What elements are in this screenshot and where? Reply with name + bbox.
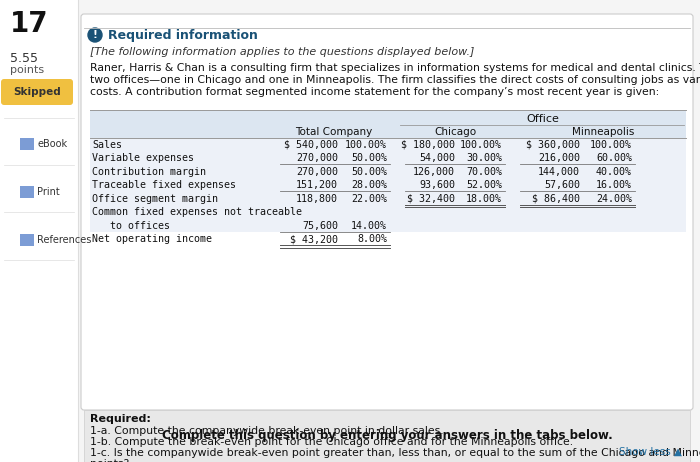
Text: costs. A contribution format segmented income statement for the company’s most r: costs. A contribution format segmented i…: [90, 87, 659, 97]
Text: 144,000: 144,000: [538, 167, 580, 177]
Text: 216,000: 216,000: [538, 153, 580, 163]
Text: $ 43,200: $ 43,200: [290, 234, 338, 244]
Text: Sales: Sales: [92, 140, 122, 150]
Text: $ 360,000: $ 360,000: [526, 140, 580, 150]
Text: 17: 17: [10, 10, 48, 38]
Text: Office segment margin: Office segment margin: [92, 194, 218, 204]
Bar: [0, 0, 78, 462]
Text: Raner, Harris & Chan is a consulting firm that specializes in information system: Raner, Harris & Chan is a consulting fir…: [90, 63, 700, 73]
Bar: [20, 138, 34, 150]
Text: 151,200: 151,200: [296, 180, 338, 190]
FancyBboxPatch shape: [1, 79, 73, 105]
Text: points?: points?: [90, 459, 130, 462]
Text: Required information: Required information: [108, 29, 258, 42]
Text: 5.55: 5.55: [10, 52, 38, 65]
Text: eBook: eBook: [37, 139, 67, 149]
Text: Complete this question by entering your answers in the tabs below.: Complete this question by entering your …: [162, 430, 612, 443]
Bar: [90, 110, 686, 138]
Text: !: !: [92, 30, 97, 40]
Text: Total Company: Total Company: [295, 127, 372, 137]
Text: $ 86,400: $ 86,400: [532, 194, 580, 204]
Text: 57,600: 57,600: [544, 180, 580, 190]
Text: [The following information applies to the questions displayed below.]: [The following information applies to th…: [90, 47, 475, 57]
Text: Contribution margin: Contribution margin: [92, 167, 206, 177]
Text: 28.00%: 28.00%: [351, 180, 387, 190]
Text: 40.00%: 40.00%: [596, 167, 632, 177]
Text: Common fixed expenses not traceable: Common fixed expenses not traceable: [92, 207, 302, 217]
Text: References: References: [37, 235, 92, 245]
Text: Show less ▲: Show less ▲: [619, 447, 682, 457]
Text: Print: Print: [37, 187, 60, 197]
Text: $ 180,000: $ 180,000: [401, 140, 455, 150]
Text: 270,000: 270,000: [296, 167, 338, 177]
Text: Minneapolis: Minneapolis: [572, 127, 634, 137]
Text: 18.00%: 18.00%: [466, 194, 502, 204]
Text: 100.00%: 100.00%: [590, 140, 632, 150]
Text: 50.00%: 50.00%: [351, 153, 387, 163]
Text: Chicago: Chicago: [434, 127, 476, 137]
Text: 14.00%: 14.00%: [351, 221, 387, 231]
Bar: [90, 110, 686, 232]
Text: points: points: [10, 65, 44, 75]
Text: 1-c. Is the companywide break-even point greater than, less than, or equal to th: 1-c. Is the companywide break-even point…: [90, 448, 700, 458]
FancyBboxPatch shape: [81, 14, 693, 410]
Text: 16.00%: 16.00%: [596, 180, 632, 190]
Text: Skipped: Skipped: [13, 87, 61, 97]
Text: 70.00%: 70.00%: [466, 167, 502, 177]
Text: 100.00%: 100.00%: [460, 140, 502, 150]
Text: Office: Office: [526, 114, 559, 124]
Text: 118,800: 118,800: [296, 194, 338, 204]
Bar: [20, 186, 34, 198]
Circle shape: [88, 28, 102, 42]
Text: 126,000: 126,000: [413, 167, 455, 177]
Text: Net operating income: Net operating income: [92, 234, 212, 244]
Bar: [20, 234, 34, 246]
Text: two offices—one in Chicago and one in Minneapolis. The firm classifies the direc: two offices—one in Chicago and one in Mi…: [90, 75, 700, 85]
Text: 24.00%: 24.00%: [596, 194, 632, 204]
Text: 93,600: 93,600: [419, 180, 455, 190]
Text: 1-a. Compute the companywide break-even point in dollar sales.: 1-a. Compute the companywide break-even …: [90, 426, 444, 436]
Text: 1-b. Compute the break-even point for the Chicago office and for the Minneapolis: 1-b. Compute the break-even point for th…: [90, 437, 573, 447]
Text: Variable expenses: Variable expenses: [92, 153, 194, 163]
Text: 8.00%: 8.00%: [357, 234, 387, 244]
Text: $ 540,000: $ 540,000: [284, 140, 338, 150]
Text: 75,600: 75,600: [302, 221, 338, 231]
Text: Required:: Required:: [90, 414, 151, 424]
Text: 30.00%: 30.00%: [466, 153, 502, 163]
Bar: [84, 410, 690, 462]
Text: 100.00%: 100.00%: [345, 140, 387, 150]
Text: 54,000: 54,000: [419, 153, 455, 163]
Text: 50.00%: 50.00%: [351, 167, 387, 177]
Text: 60.00%: 60.00%: [596, 153, 632, 163]
Text: to offices: to offices: [92, 221, 170, 231]
Text: $ 32,400: $ 32,400: [407, 194, 455, 204]
Text: 270,000: 270,000: [296, 153, 338, 163]
Text: 52.00%: 52.00%: [466, 180, 502, 190]
Text: 22.00%: 22.00%: [351, 194, 387, 204]
Text: Traceable fixed expenses: Traceable fixed expenses: [92, 180, 236, 190]
